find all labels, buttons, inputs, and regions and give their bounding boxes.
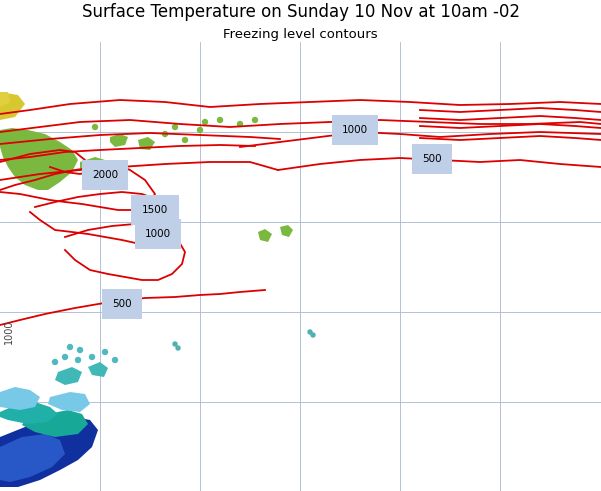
Circle shape	[63, 355, 67, 359]
Polygon shape	[258, 229, 272, 242]
Circle shape	[162, 132, 168, 136]
Polygon shape	[0, 92, 10, 107]
Text: Freezing level contours: Freezing level contours	[223, 28, 378, 41]
Text: 1000: 1000	[4, 320, 14, 344]
Circle shape	[172, 125, 177, 130]
Circle shape	[308, 330, 312, 334]
Circle shape	[112, 357, 118, 362]
Circle shape	[252, 117, 257, 122]
Circle shape	[311, 333, 315, 337]
Circle shape	[198, 128, 203, 133]
Polygon shape	[0, 417, 98, 487]
Polygon shape	[0, 128, 78, 190]
Circle shape	[183, 137, 188, 142]
Polygon shape	[0, 402, 58, 424]
Polygon shape	[110, 134, 128, 147]
Circle shape	[93, 125, 97, 130]
Text: 500: 500	[112, 299, 132, 309]
Circle shape	[237, 121, 242, 127]
Circle shape	[52, 359, 58, 364]
Polygon shape	[88, 362, 108, 377]
Polygon shape	[48, 392, 90, 412]
Text: 1500: 1500	[142, 205, 168, 215]
Circle shape	[90, 355, 94, 359]
Text: 1000: 1000	[342, 125, 368, 135]
Circle shape	[218, 117, 222, 122]
Polygon shape	[0, 92, 25, 120]
Polygon shape	[0, 387, 40, 410]
Circle shape	[67, 345, 73, 350]
Polygon shape	[80, 157, 108, 177]
Text: 500: 500	[422, 154, 442, 164]
Circle shape	[103, 350, 108, 355]
Circle shape	[176, 346, 180, 350]
Circle shape	[173, 342, 177, 346]
Polygon shape	[0, 434, 65, 482]
Text: 1000: 1000	[145, 229, 171, 239]
Circle shape	[76, 357, 81, 362]
Circle shape	[78, 348, 82, 353]
Text: Surface Temperature on Sunday 10 Nov at 10am -02: Surface Temperature on Sunday 10 Nov at …	[82, 3, 519, 21]
Text: 2000: 2000	[92, 170, 118, 180]
Polygon shape	[55, 367, 82, 385]
Circle shape	[203, 119, 207, 125]
Polygon shape	[280, 225, 293, 237]
Polygon shape	[138, 137, 155, 150]
Polygon shape	[22, 410, 88, 437]
